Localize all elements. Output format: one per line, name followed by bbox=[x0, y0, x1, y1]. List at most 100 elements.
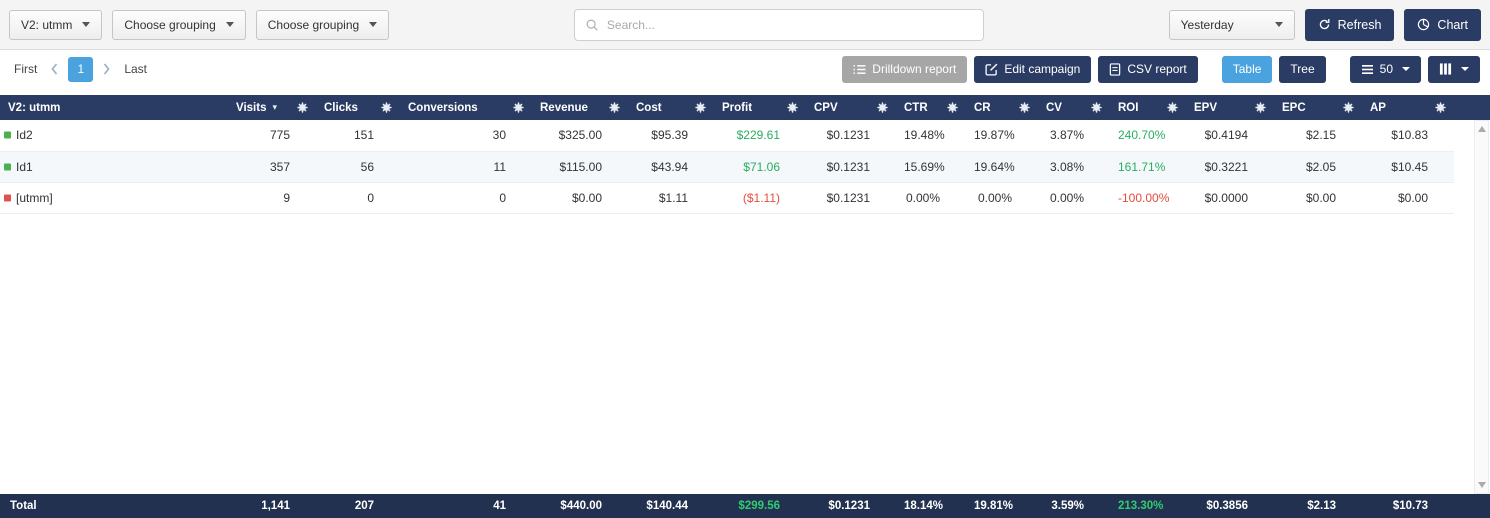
column-settings-gear-icon[interactable] bbox=[1435, 102, 1446, 113]
column-settings-gear-icon[interactable] bbox=[1019, 102, 1030, 113]
column-settings-gear-icon[interactable] bbox=[877, 102, 888, 113]
column-header-ctr[interactable]: CTR bbox=[896, 95, 966, 120]
column-label: CR bbox=[974, 101, 991, 114]
total-label: Total bbox=[10, 500, 37, 512]
table-row[interactable]: Id1 357 56 11 $115.00 $43.94 $71.06 $0.1231 15.6… bbox=[0, 151, 1454, 183]
column-header-conversions[interactable]: Conversions bbox=[400, 95, 532, 120]
tree-view-label: Tree bbox=[1290, 62, 1315, 76]
column-settings-gear-icon[interactable] bbox=[947, 102, 958, 113]
column-header-clicks[interactable]: Clicks bbox=[316, 95, 400, 120]
pagination-first[interactable]: First bbox=[14, 62, 38, 76]
cell-revenue: $0.00 bbox=[532, 182, 628, 214]
column-settings-gear-icon[interactable] bbox=[1167, 102, 1178, 113]
edit-pencil-icon bbox=[985, 63, 998, 76]
column-settings-gear-icon[interactable] bbox=[695, 102, 706, 113]
cell-epc: $0.00 bbox=[1274, 182, 1362, 214]
status-indicator-red bbox=[4, 194, 11, 201]
column-header-roi[interactable]: ROI bbox=[1110, 95, 1186, 120]
pagination-toolbar: First 1 Last Drilldown report Edit campa… bbox=[0, 50, 1490, 88]
columns-dropdown[interactable] bbox=[1428, 55, 1480, 83]
edit-campaign-button[interactable]: Edit campaign bbox=[974, 55, 1092, 83]
pagination-page-1[interactable]: 1 bbox=[68, 56, 94, 82]
total-cr: 19.81% bbox=[974, 500, 1014, 512]
chevron-right-icon[interactable] bbox=[102, 63, 111, 75]
column-header-revenue[interactable]: Revenue bbox=[532, 95, 628, 120]
tree-view-toggle[interactable]: Tree bbox=[1279, 55, 1326, 83]
cell-profit: $229.61 bbox=[714, 120, 806, 152]
total-epv: $0.3856 bbox=[1206, 500, 1248, 512]
column-header-cost[interactable]: Cost bbox=[628, 95, 714, 120]
column-header-epc[interactable]: EPC bbox=[1274, 95, 1362, 120]
total-cpv: $0.1231 bbox=[828, 500, 870, 512]
column-settings-gear-icon[interactable] bbox=[1343, 102, 1354, 113]
chevron-left-icon[interactable] bbox=[50, 63, 59, 75]
table-view-toggle[interactable]: Table bbox=[1221, 55, 1273, 83]
rows-per-page-dropdown[interactable]: 50 bbox=[1349, 55, 1421, 83]
cell-ctr: 19.48% bbox=[896, 120, 966, 152]
date-range-dropdown[interactable]: Yesterday bbox=[1168, 9, 1295, 40]
cell-visits: 357 bbox=[228, 151, 316, 183]
column-label: V2: utmm bbox=[8, 101, 61, 114]
column-label: CTR bbox=[904, 101, 928, 114]
cell-clicks: 0 bbox=[316, 182, 400, 214]
column-settings-gear-icon[interactable] bbox=[787, 102, 798, 113]
chevron-down-icon bbox=[82, 22, 91, 27]
grouping-dropdown-1[interactable]: Choose grouping bbox=[112, 9, 246, 40]
column-settings-gear-icon[interactable] bbox=[381, 102, 392, 113]
refresh-button[interactable]: Refresh bbox=[1304, 8, 1395, 41]
drilldown-report-button[interactable]: Drilldown report bbox=[842, 55, 968, 83]
grouping-dropdown-1-label: Choose grouping bbox=[124, 17, 216, 32]
column-settings-gear-icon[interactable] bbox=[609, 102, 620, 113]
scroll-up-arrow-icon[interactable] bbox=[1477, 126, 1486, 132]
column-label: Conversions bbox=[408, 101, 478, 114]
row-name: Id2 bbox=[16, 128, 33, 143]
column-settings-gear-icon[interactable] bbox=[1091, 102, 1102, 113]
search-input[interactable] bbox=[606, 17, 973, 32]
cell-epc: $2.05 bbox=[1274, 151, 1362, 183]
column-label: Clicks bbox=[324, 101, 358, 114]
column-header-epv[interactable]: EPV bbox=[1186, 95, 1274, 120]
column-label: Profit bbox=[722, 101, 753, 114]
column-header-cv[interactable]: CV bbox=[1038, 95, 1110, 120]
column-header-dimension[interactable]: V2: utmm bbox=[0, 95, 228, 120]
total-profit: $299.56 bbox=[738, 500, 780, 512]
column-header-ap[interactable]: AP bbox=[1362, 95, 1454, 120]
sort-desc-icon: ▾ bbox=[272, 102, 278, 113]
chart-button[interactable]: Chart bbox=[1404, 8, 1481, 41]
cell-roi: 161.71% bbox=[1110, 151, 1186, 183]
total-table: Total 1,141 207 41 $440.00 $140.44 $299.56 $0.1… bbox=[0, 494, 1454, 518]
row-name-cell: [utmm] bbox=[0, 182, 228, 214]
edit-campaign-label: Edit campaign bbox=[1004, 62, 1081, 76]
column-header-cr[interactable]: CR bbox=[966, 95, 1038, 120]
table-row[interactable]: [utmm] 9 0 0 $0.00 $1.11 ($1.11) $0.1231 0.00% 0.… bbox=[0, 182, 1454, 214]
total-ap: $10.73 bbox=[1392, 500, 1428, 512]
column-label: Cost bbox=[636, 101, 662, 114]
total-visits: 1,141 bbox=[261, 500, 290, 512]
cell-cv: 0.00% bbox=[1038, 182, 1110, 214]
column-header-profit[interactable]: Profit bbox=[714, 95, 806, 120]
column-label: AP bbox=[1370, 101, 1386, 114]
total-cost: $140.44 bbox=[646, 500, 688, 512]
campaign-dropdown[interactable]: V2: utmm bbox=[9, 9, 103, 40]
csv-report-button[interactable]: CSV report bbox=[1098, 55, 1198, 83]
column-settings-gear-icon[interactable] bbox=[1255, 102, 1266, 113]
pagination-last[interactable]: Last bbox=[124, 62, 148, 76]
chevron-down-icon bbox=[369, 22, 378, 27]
vertical-scrollbar[interactable] bbox=[1474, 120, 1489, 494]
cell-revenue: $325.00 bbox=[532, 120, 628, 152]
column-settings-gear-icon[interactable] bbox=[297, 102, 308, 113]
status-indicator-green bbox=[4, 131, 11, 139]
scroll-down-arrow-icon[interactable] bbox=[1477, 482, 1486, 488]
column-settings-gear-icon[interactable] bbox=[513, 102, 524, 113]
cell-epv: $0.4194 bbox=[1186, 120, 1274, 152]
cell-roi: -100.00% bbox=[1110, 182, 1186, 214]
column-header-visits[interactable]: Visits ▾ bbox=[228, 95, 316, 120]
table-row[interactable]: Id2 775 151 30 $325.00 $95.39 $229.61 $0.1231 19… bbox=[0, 120, 1454, 152]
campaign-dropdown-value: V2: utmm bbox=[21, 17, 73, 32]
row-name-cell: Id2 bbox=[0, 120, 228, 152]
cell-revenue: $115.00 bbox=[532, 151, 628, 183]
cell-ctr: 15.69% bbox=[896, 151, 966, 183]
grouping-dropdown-2[interactable]: Choose grouping bbox=[255, 9, 390, 40]
row-name-cell: Id1 bbox=[0, 151, 228, 183]
column-header-cpv[interactable]: CPV bbox=[806, 95, 896, 120]
